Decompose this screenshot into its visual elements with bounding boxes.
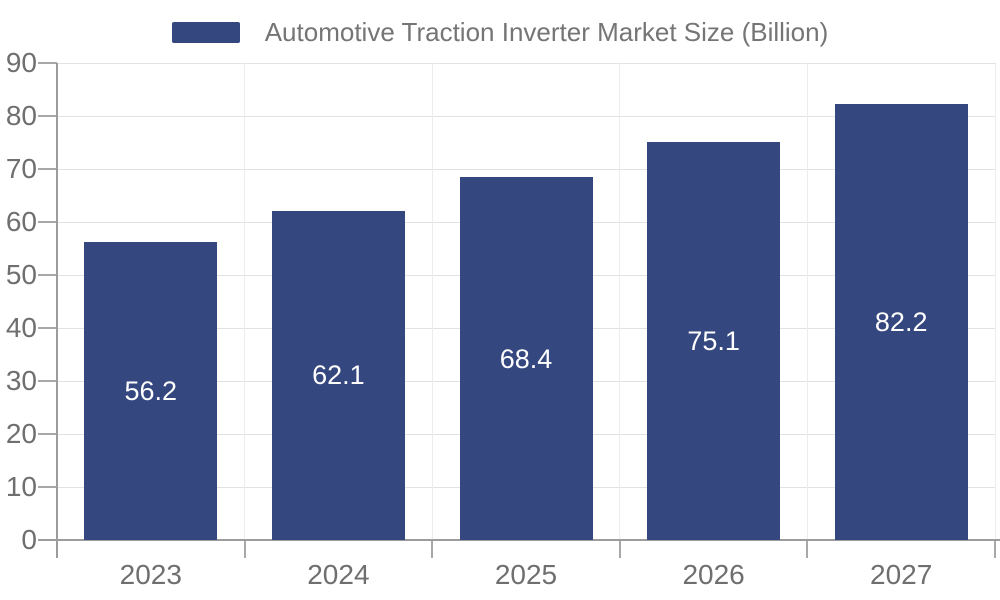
x-category-label: 2023	[119, 559, 182, 590]
x-axis-tick	[431, 540, 434, 558]
y-axis-tick	[38, 486, 57, 488]
y-tick-label: 20	[5, 418, 37, 449]
bar: 62.1	[271, 210, 405, 540]
x-category-label: 2027	[870, 559, 933, 590]
legend-label[interactable]: Automotive Traction Inverter Market Size…	[264, 17, 829, 47]
y-axis-tick	[38, 168, 57, 170]
bar: 68.4	[459, 177, 593, 540]
y-axis-tick	[38, 115, 57, 117]
y-tick-label: 80	[5, 100, 37, 131]
x-gridline	[994, 63, 996, 540]
bar-value-label: 62.1	[312, 360, 365, 391]
y-axis-line	[56, 63, 58, 558]
y-axis-tick	[38, 274, 57, 276]
y-tick-label: 90	[5, 47, 37, 78]
y-tick-label: 50	[5, 259, 37, 290]
y-axis-tick	[38, 221, 57, 223]
x-axis-tick	[806, 540, 809, 558]
bar: 82.2	[834, 104, 968, 540]
x-gridline	[244, 63, 246, 540]
bar-value-label: 75.1	[687, 325, 740, 356]
x-gridline	[806, 63, 808, 540]
y-axis-tick	[38, 380, 57, 382]
bar-value-label: 56.2	[124, 376, 178, 407]
legend-swatch[interactable]	[171, 21, 240, 43]
legend: Automotive Traction Inverter Market Size…	[0, 16, 1000, 48]
bar-value-label: 82.2	[874, 307, 928, 338]
x-axis-line	[38, 539, 1000, 541]
x-category-label: 2025	[494, 559, 558, 590]
y-gridline	[57, 115, 995, 117]
y-tick-label: 0	[21, 524, 37, 555]
y-tick-label: 10	[5, 471, 37, 502]
y-tick-label: 30	[5, 365, 37, 396]
bar-value-label: 68.4	[499, 343, 553, 374]
bar: 56.2	[84, 242, 218, 540]
y-gridline	[57, 168, 995, 170]
x-axis-tick	[243, 540, 246, 558]
y-gridline	[57, 62, 995, 64]
y-axis-tick	[38, 433, 57, 435]
bar: 75.1	[647, 141, 781, 540]
x-axis-tick	[618, 540, 621, 558]
x-axis-tick	[994, 540, 996, 558]
y-tick-label: 70	[5, 153, 37, 184]
x-category-label: 2026	[682, 559, 745, 590]
y-axis-tick	[38, 62, 57, 64]
x-gridline	[431, 63, 433, 540]
y-tick-label: 40	[5, 312, 37, 343]
y-axis-tick	[38, 327, 57, 329]
y-tick-label: 60	[5, 206, 37, 237]
x-gridline	[619, 63, 621, 540]
x-category-label: 2024	[307, 559, 370, 590]
